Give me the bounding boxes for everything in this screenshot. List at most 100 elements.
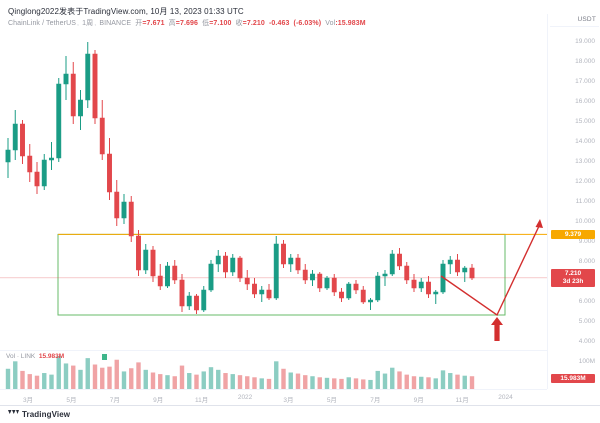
volume-bar <box>375 370 380 389</box>
tradingview-logo[interactable]: TradingView <box>8 410 70 419</box>
candle-body <box>397 253 402 267</box>
candle-body <box>259 289 265 295</box>
price-axis-tick: 8.000 <box>578 258 595 265</box>
time-axis-tick: 5月 <box>66 397 77 404</box>
volume-bar <box>223 373 228 389</box>
price-axis-tick: 17.000 <box>575 78 595 85</box>
page-title: Qinglong2022发表于TradingView.com, 10月 13, … <box>8 7 244 16</box>
volume-bar <box>317 377 322 389</box>
candle-body <box>5 149 11 163</box>
volume-bar <box>237 375 243 389</box>
time-axis-tick: 5月 <box>326 397 337 404</box>
time-axis-tick: 3月 <box>283 397 294 404</box>
volume-bar <box>63 363 69 389</box>
volume-bar <box>303 375 308 389</box>
volume-bar <box>42 373 47 389</box>
candle-body <box>462 267 468 273</box>
time-axis-tick: 3月 <box>22 397 34 404</box>
legend-change: -0.463 <box>268 20 290 27</box>
candle-body <box>389 253 395 275</box>
candle-body <box>194 295 199 311</box>
candle-body <box>302 269 308 281</box>
legend-volume-label: Vol <box>325 20 336 27</box>
price-axis-unit-box <box>550 14 599 27</box>
volume-bar <box>252 377 257 389</box>
legend-interval[interactable]: 1周 <box>82 20 94 27</box>
candle-body <box>281 243 286 265</box>
candle-body <box>70 73 76 117</box>
volume-bar <box>353 378 359 389</box>
legend-volume-value: 15.983M <box>337 20 366 27</box>
volume-bar <box>143 369 148 389</box>
candle-body <box>41 159 47 187</box>
price-axis-tick: 18.000 <box>575 58 595 65</box>
volume-bar <box>339 378 344 389</box>
time-axis-tick: 7月 <box>109 397 120 404</box>
candle-body <box>237 257 243 279</box>
candle-body <box>179 279 185 307</box>
legend-low-label: 低 <box>202 20 210 27</box>
price-chart-pane[interactable] <box>0 30 547 350</box>
price-axis-tick: 12.000 <box>575 178 595 185</box>
legend-high-value: 7.696 <box>179 20 199 27</box>
volume-bar <box>129 368 134 389</box>
legend-close-value: 7.210 <box>246 20 265 27</box>
candle-body <box>455 259 460 273</box>
candle-body <box>404 265 410 281</box>
candle-body <box>426 281 431 295</box>
volume-bar <box>136 362 141 389</box>
volume-bar <box>208 367 214 389</box>
volume-chart-pane[interactable] <box>0 351 547 389</box>
volume-bar <box>71 365 76 389</box>
projection-path[interactable] <box>440 223 541 317</box>
legend-open-value: 7.671 <box>146 20 165 27</box>
volume-bar <box>346 377 351 389</box>
volume-bar <box>121 371 127 389</box>
candle-body <box>12 123 18 151</box>
projection-arrowhead <box>535 219 543 228</box>
volume-bar <box>158 374 163 389</box>
candle-body <box>368 299 373 303</box>
tradingview-mark-icon <box>8 410 19 418</box>
volume-bar <box>455 374 460 389</box>
volume-bar <box>266 378 272 389</box>
volume-bar <box>201 371 206 389</box>
volume-bar <box>230 374 235 389</box>
time-axis[interactable]: 3月 5月 7月 9月 11月 2022 3月 5月 7月 9月 11月 2024 <box>0 389 547 405</box>
volume-bar <box>27 374 32 389</box>
volume-bar <box>216 369 221 389</box>
volume-bar <box>411 376 417 389</box>
candle-body <box>121 201 127 219</box>
price-axis-tick: 11.000 <box>575 198 595 205</box>
price-axis-tick: 4.000 <box>578 338 595 345</box>
volume-bar <box>448 373 453 389</box>
volume-legend-value: 15.983M <box>38 353 65 360</box>
volume-bar <box>34 375 40 389</box>
candle-body <box>288 257 294 265</box>
current-price-badge[interactable]: 7.210 3d 23h <box>551 268 595 287</box>
buy-zone-up-arrow-icon[interactable] <box>491 317 503 341</box>
volume-bar <box>172 376 177 389</box>
candle-body <box>34 171 40 187</box>
resistance-level-badge[interactable]: 9.379 <box>551 229 595 239</box>
volume-bar <box>194 374 199 389</box>
candle-body <box>63 73 69 85</box>
volume-bar <box>100 367 105 389</box>
candle-body <box>324 277 330 289</box>
volume-bar <box>13 361 18 389</box>
candle-body <box>346 283 352 299</box>
volume-value-badge[interactable]: 15.983M <box>551 374 595 383</box>
volume-bar <box>85 358 90 389</box>
candle-body <box>150 249 156 277</box>
time-axis-tick: 9月 <box>413 397 424 404</box>
price-axis[interactable]: USDT 19.000 18.000 17.000 16.000 15.000 14.00… <box>547 14 600 389</box>
volume-bar <box>469 376 475 389</box>
candle-body <box>317 273 323 289</box>
volume-bar <box>92 364 98 389</box>
volume-bar <box>440 370 446 389</box>
price-axis-tick: 5.000 <box>578 318 595 325</box>
volume-bar <box>5 368 11 389</box>
candle-body <box>56 83 62 159</box>
legend-symbol[interactable]: ChainLink / TetherUS <box>8 20 77 27</box>
